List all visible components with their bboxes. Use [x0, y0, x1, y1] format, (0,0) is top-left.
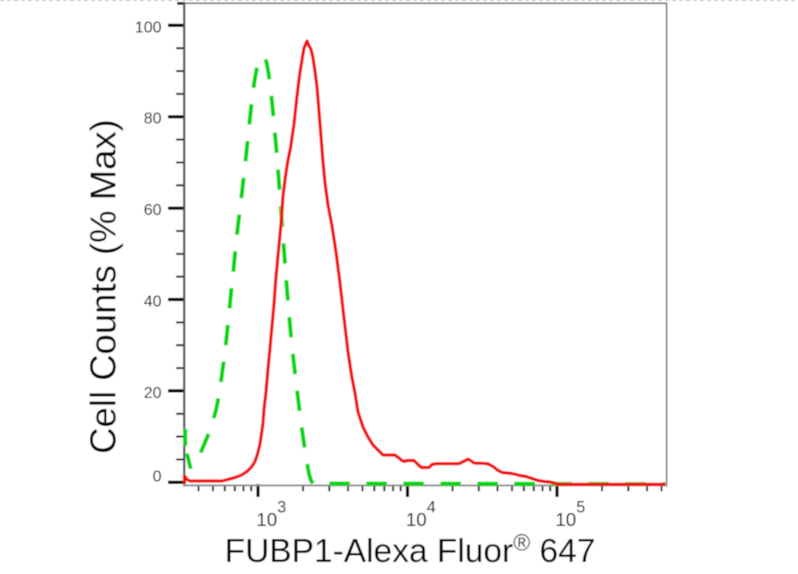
svg-text:80: 80 — [144, 111, 162, 128]
svg-text:0: 0 — [153, 469, 162, 486]
svg-text:60: 60 — [144, 202, 162, 219]
svg-text:100: 100 — [135, 19, 162, 36]
svg-text:Cell Counts (% Max): Cell Counts (% Max) — [83, 119, 124, 454]
svg-text:40: 40 — [144, 293, 162, 310]
svg-text:FUBP1-Alexa Fluor® 647: FUBP1-Alexa Fluor® 647 — [225, 530, 596, 571]
svg-text:20: 20 — [144, 385, 162, 402]
